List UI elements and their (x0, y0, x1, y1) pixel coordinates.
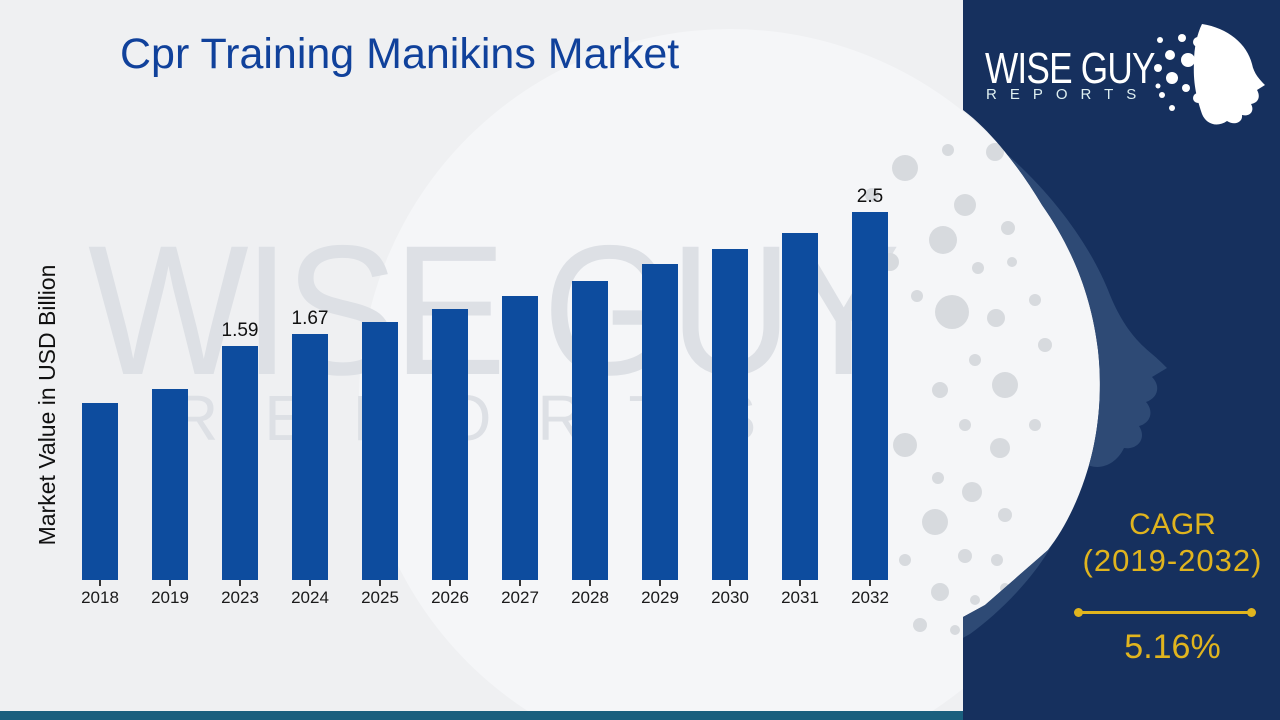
watermark-reports-text: REPORTS (172, 382, 802, 454)
x-label-2019: 2019 (151, 588, 189, 607)
x-label-2026: 2026 (431, 588, 469, 607)
logo-wordmark: WISE GUY (985, 44, 1155, 93)
logo-reports-text: REPORTS (986, 86, 1150, 103)
x-tick-2026 (449, 580, 451, 586)
x-label-2027: 2027 (501, 588, 539, 607)
y-axis-label: Market Value in USD Billion (34, 264, 60, 546)
x-label-2018: 2018 (81, 588, 119, 607)
cagr-range: (2019-2032) (1082, 543, 1263, 578)
bar-2026 (432, 309, 468, 580)
x-label-2025: 2025 (361, 588, 399, 607)
bar-2030 (712, 249, 748, 580)
x-tick-2019 (169, 580, 171, 586)
bar-2019 (152, 389, 188, 580)
cagr-block: CAGR (2019-2032) (1070, 508, 1275, 580)
x-tick-2027 (519, 580, 521, 586)
logo-face-profile-icon (1193, 24, 1265, 125)
bar-2032 (852, 212, 888, 580)
cagr-title: CAGR (1129, 508, 1216, 541)
cagr-value: 5.16% (1124, 628, 1221, 666)
x-label-2023: 2023 (221, 588, 259, 607)
x-label-2030: 2030 (711, 588, 749, 607)
x-label-2032: 2032 (851, 588, 889, 607)
x-label-2024: 2024 (291, 588, 329, 607)
x-tick-2028 (589, 580, 591, 586)
watermark-dots (865, 143, 1052, 635)
x-label-2029: 2029 (641, 588, 679, 607)
bar-2028 (572, 281, 608, 580)
x-tick-2018 (99, 580, 101, 586)
bar-2029 (642, 264, 678, 580)
value-label-2032: 2.5 (856, 186, 884, 207)
x-tick-2032 (869, 580, 871, 586)
x-tick-2025 (379, 580, 381, 586)
x-tick-2029 (659, 580, 661, 586)
bar-2024 (292, 334, 328, 580)
x-tick-2024 (309, 580, 311, 586)
bar-2018 (82, 403, 118, 580)
bar-2023 (222, 346, 258, 580)
x-tick-2031 (799, 580, 801, 586)
cagr-underline-icon (1074, 608, 1256, 617)
x-label-2028: 2028 (571, 588, 609, 607)
logo-face-dots (1154, 26, 1225, 111)
bar-2031 (782, 233, 818, 580)
bar-2027 (502, 296, 538, 580)
bar-2025 (362, 322, 398, 580)
x-label-2031: 2031 (781, 588, 819, 607)
x-tick-2030 (729, 580, 731, 586)
value-label-2023: 1.59 (221, 320, 259, 341)
x-tick-2023 (239, 580, 241, 586)
bottom-teal-strip (0, 711, 963, 720)
page-title: Cpr Training Manikins Market (120, 30, 680, 78)
value-label-2024: 1.67 (291, 308, 329, 329)
